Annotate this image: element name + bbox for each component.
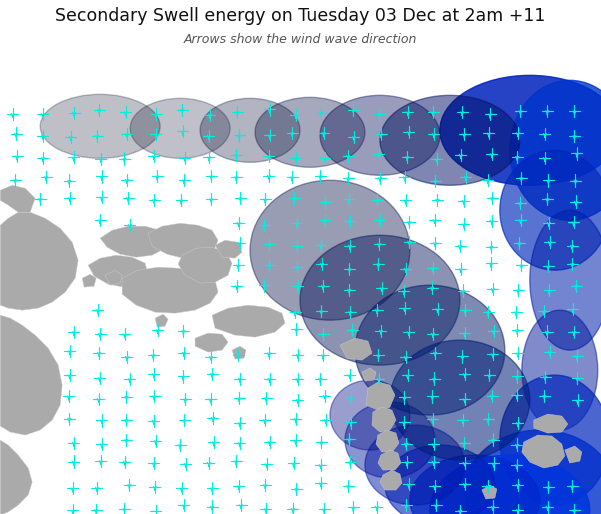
Polygon shape [212, 305, 285, 337]
Polygon shape [232, 346, 246, 359]
Ellipse shape [40, 95, 160, 158]
Ellipse shape [500, 150, 601, 270]
Ellipse shape [390, 340, 530, 460]
Polygon shape [534, 414, 568, 433]
Polygon shape [565, 446, 582, 463]
Ellipse shape [380, 95, 520, 185]
Polygon shape [340, 338, 372, 360]
Polygon shape [372, 407, 396, 432]
Ellipse shape [510, 80, 601, 220]
Polygon shape [378, 450, 401, 470]
Ellipse shape [255, 97, 365, 167]
Polygon shape [195, 333, 228, 352]
Polygon shape [178, 247, 232, 283]
Ellipse shape [440, 76, 601, 185]
Ellipse shape [410, 455, 540, 514]
Ellipse shape [250, 180, 410, 320]
Ellipse shape [500, 375, 601, 505]
Text: Arrows show the wind wave direction: Arrows show the wind wave direction [184, 33, 417, 46]
Polygon shape [0, 440, 32, 514]
Ellipse shape [355, 285, 505, 415]
Polygon shape [376, 430, 399, 452]
Polygon shape [88, 255, 148, 287]
Ellipse shape [365, 425, 465, 505]
Ellipse shape [522, 310, 598, 430]
Ellipse shape [345, 402, 435, 478]
Polygon shape [100, 226, 168, 257]
Ellipse shape [530, 210, 601, 350]
Ellipse shape [465, 430, 601, 514]
Ellipse shape [330, 380, 410, 450]
Polygon shape [0, 315, 62, 435]
Ellipse shape [130, 98, 230, 158]
Text: Secondary Swell energy on Tuesday 03 Dec at 2am +11: Secondary Swell energy on Tuesday 03 Dec… [55, 7, 546, 25]
Polygon shape [362, 368, 376, 381]
Polygon shape [215, 240, 242, 258]
Ellipse shape [320, 95, 440, 175]
Polygon shape [522, 435, 565, 468]
Polygon shape [482, 485, 497, 499]
Polygon shape [0, 212, 78, 310]
Ellipse shape [430, 455, 590, 514]
Polygon shape [105, 270, 122, 285]
Polygon shape [82, 274, 96, 287]
Polygon shape [148, 223, 218, 258]
Polygon shape [380, 470, 402, 490]
Polygon shape [0, 185, 35, 212]
Polygon shape [366, 382, 395, 410]
Ellipse shape [385, 445, 495, 514]
Ellipse shape [300, 235, 460, 365]
Polygon shape [122, 267, 218, 313]
Ellipse shape [200, 98, 300, 162]
Polygon shape [155, 314, 168, 327]
